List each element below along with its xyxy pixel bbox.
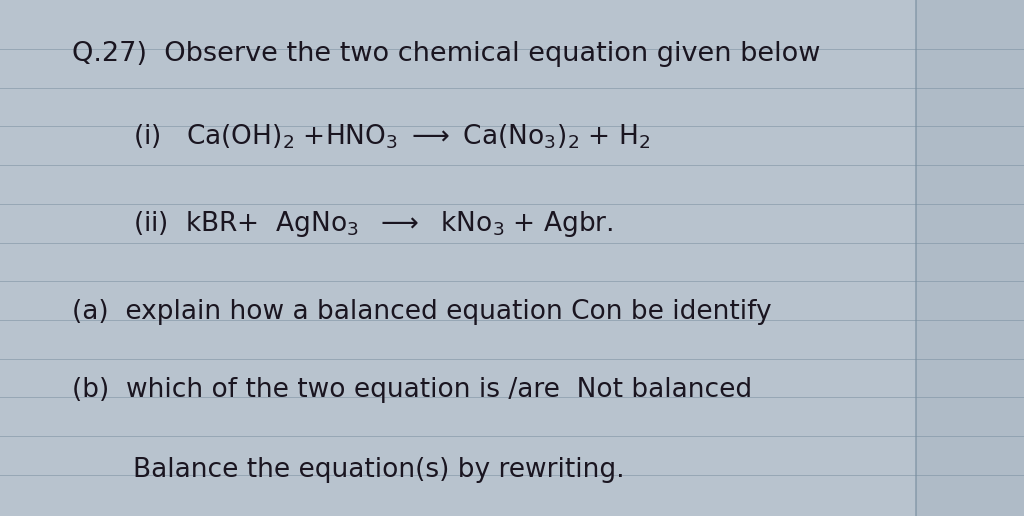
Text: Balance the equation(s) by rewriting.: Balance the equation(s) by rewriting. <box>133 457 625 482</box>
Bar <box>916 0 1024 516</box>
Text: (a)  explain how a balanced equation Con be identify: (a) explain how a balanced equation Con … <box>72 299 771 325</box>
Text: (ii)  kBR+  AgNo$_3$  $\longrightarrow$  kNo$_3$ + Agbr.: (ii) kBR+ AgNo$_3$ $\longrightarrow$ kNo… <box>133 209 613 239</box>
Text: Q.27)  Observe the two chemical equation given below: Q.27) Observe the two chemical equation … <box>72 41 820 67</box>
Text: (b)  which of the two equation is /are  Not balanced: (b) which of the two equation is /are No… <box>72 377 752 402</box>
Text: (i)   Ca(OH)$_2$ +HNO$_3$ $\longrightarrow$ Ca(No$_3$)$_2$ + H$_2$: (i) Ca(OH)$_2$ +HNO$_3$ $\longrightarrow… <box>133 122 650 151</box>
